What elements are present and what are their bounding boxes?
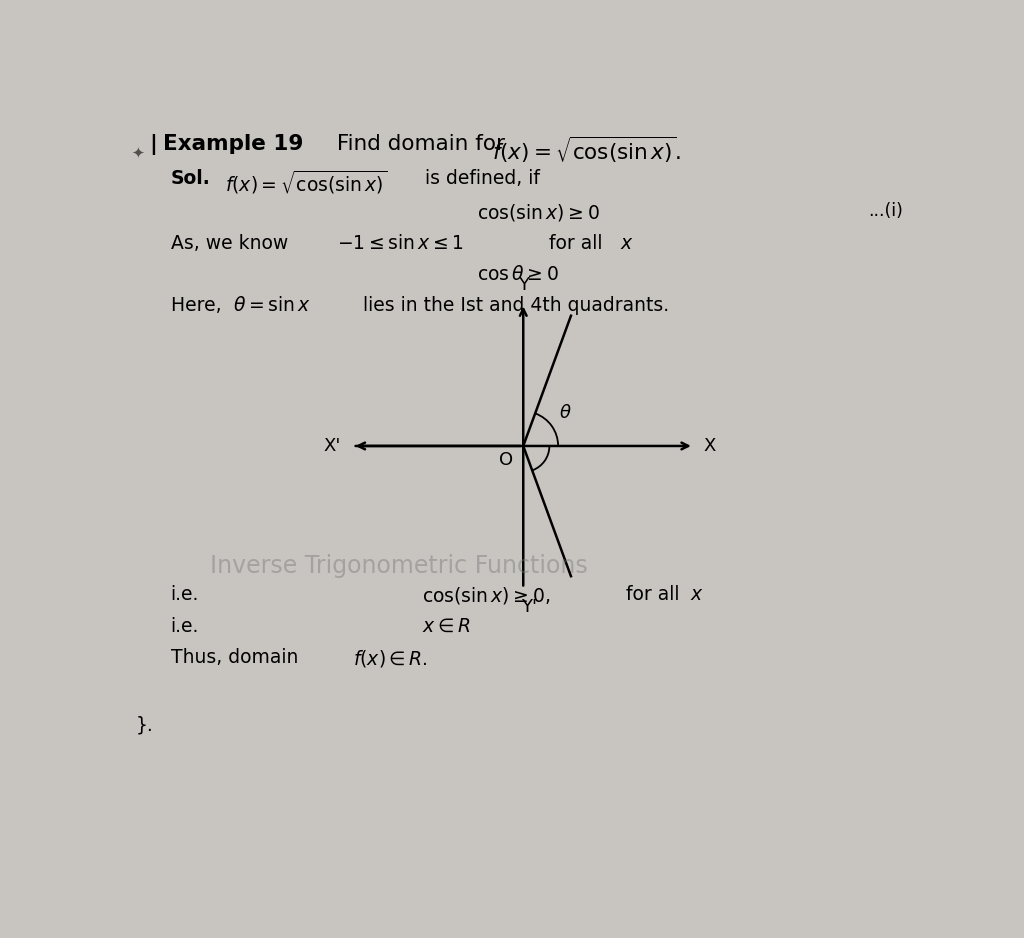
Text: $x$: $x$ bbox=[621, 234, 634, 253]
Text: ✦: ✦ bbox=[132, 145, 144, 160]
Text: O: O bbox=[499, 451, 513, 469]
Text: $\cos(\sin x)\geq 0,$: $\cos(\sin x)\geq 0,$ bbox=[423, 584, 551, 606]
Text: X': X' bbox=[324, 437, 341, 455]
Text: $-1\leq \sin x\leq 1$: $-1\leq \sin x\leq 1$ bbox=[337, 234, 464, 253]
Text: Y': Y' bbox=[521, 598, 538, 616]
Text: Inverse Trigonometric Functions: Inverse Trigonometric Functions bbox=[210, 553, 588, 578]
Text: Y: Y bbox=[518, 277, 528, 295]
Text: $f(x)=\sqrt{\cos(\sin x)}$: $f(x)=\sqrt{\cos(\sin x)}$ bbox=[225, 169, 387, 196]
Text: ...(i): ...(i) bbox=[868, 202, 903, 219]
Text: $\cos\theta\geq 0$: $\cos\theta\geq 0$ bbox=[477, 265, 558, 284]
Text: Here,: Here, bbox=[171, 295, 227, 315]
Text: $f(x)\in R.$: $f(x)\in R.$ bbox=[352, 648, 428, 670]
Text: Find domain for: Find domain for bbox=[330, 134, 511, 154]
Text: $\theta$: $\theta$ bbox=[559, 403, 572, 421]
Text: As, we know: As, we know bbox=[171, 234, 300, 253]
Text: $f(x)=\sqrt{\cos(\sin x)}.$: $f(x)=\sqrt{\cos(\sin x)}.$ bbox=[493, 134, 681, 164]
Text: $x$: $x$ bbox=[690, 584, 703, 603]
Text: $x\in R$: $x\in R$ bbox=[423, 617, 471, 636]
Text: $\cos(\sin x)\geq 0$: $\cos(\sin x)\geq 0$ bbox=[477, 202, 600, 223]
Text: Sol.: Sol. bbox=[171, 169, 210, 188]
Text: Example 19: Example 19 bbox=[163, 134, 303, 154]
Text: lies in the Ist and 4th quadrants.: lies in the Ist and 4th quadrants. bbox=[356, 295, 669, 315]
Text: }.: }. bbox=[136, 716, 154, 734]
Text: i.e.: i.e. bbox=[171, 617, 199, 636]
Text: for all: for all bbox=[543, 234, 608, 253]
Text: Thus, domain: Thus, domain bbox=[171, 648, 304, 668]
Text: X: X bbox=[703, 437, 716, 455]
Text: is defined, if: is defined, if bbox=[419, 169, 540, 188]
Text: $\theta = \sin x$: $\theta = \sin x$ bbox=[232, 295, 310, 315]
Text: |: | bbox=[150, 134, 158, 155]
Text: i.e.: i.e. bbox=[171, 584, 199, 603]
Text: for all: for all bbox=[621, 584, 686, 603]
